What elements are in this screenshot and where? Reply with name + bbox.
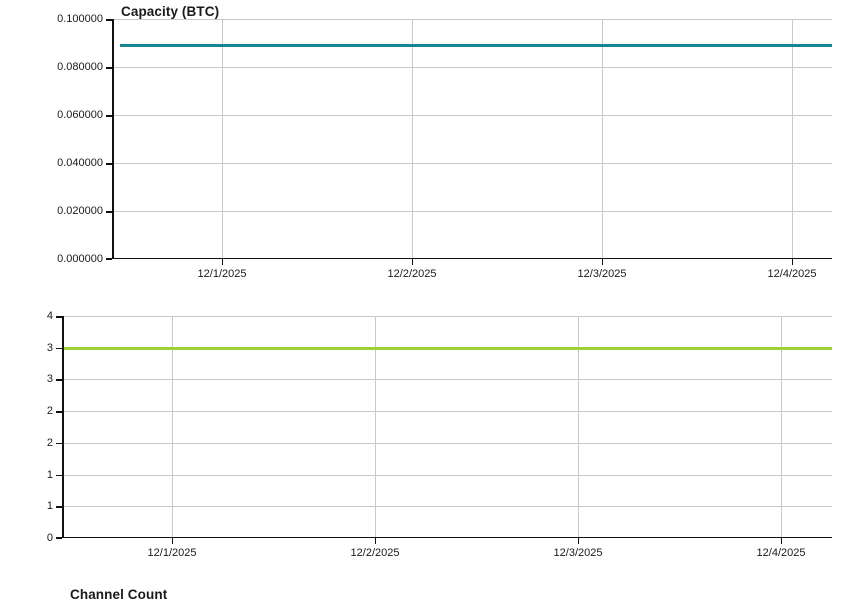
channel-ylabel-4: 2 (46, 436, 53, 449)
channel-count-plot-background (62, 316, 832, 538)
capacity-gridline-h-2 (112, 115, 832, 116)
channel-gridline-h-4 (62, 442, 832, 444)
channel-ylabel-3: 2 (46, 405, 53, 418)
channel-ytick-4 (56, 442, 62, 445)
capacity-plot-area: 0.100000 0.080000 0.060000 0.040000 0.02… (57, 13, 832, 280)
channel-gridline-v-0 (172, 316, 173, 538)
capacity-gridline-h-1 (112, 67, 832, 68)
channel-xtick-3 (781, 538, 782, 544)
capacity-ylabel-2: 0.060000 (57, 109, 103, 121)
channel-ytick-3 (56, 411, 62, 413)
channel-ytick-1 (56, 347, 62, 350)
capacity-chart-title: Capacity (BTC) (121, 4, 220, 19)
capacity-xlabel-3: 12/4/2025 (767, 268, 817, 280)
channel-xlabel-2: 12/3/2025 (553, 547, 603, 559)
channel-xlabel-3: 12/4/2025 (756, 547, 806, 559)
capacity-gridline-v-2 (602, 19, 603, 259)
capacity-gridline-h-3 (112, 163, 832, 164)
capacity-ytick-3 (106, 163, 112, 165)
channel-gridline-v-1 (375, 316, 376, 538)
capacity-ylabel-4: 0.020000 (57, 205, 103, 217)
capacity-x-axis (112, 257, 832, 259)
channel-ylabel-7: 0 (46, 532, 53, 544)
capacity-ytick-5 (106, 258, 112, 260)
capacity-plot-background (112, 19, 832, 259)
channel-gridline-h-3 (62, 411, 832, 413)
capacity-xlabel-1: 12/2/2025 (387, 268, 437, 280)
capacity-ylabel-0: 0.100000 (57, 13, 103, 25)
channel-ytick-0 (56, 316, 62, 318)
capacity-ytick-0 (106, 19, 112, 21)
channel-ytick-5 (56, 474, 62, 477)
channel-gridline-v-2 (578, 316, 579, 538)
channel-count-chart-panel: Channel Count 4 3 3 2 2 1 1 0 (0, 290, 860, 602)
capacity-ytick-2 (106, 115, 112, 117)
channel-xtick-2 (578, 538, 579, 544)
capacity-gridline-v-3 (792, 19, 793, 259)
channel-ytick-7 (56, 537, 62, 539)
channel-ytick-6 (56, 506, 62, 508)
capacity-xlabel-2: 12/3/2025 (577, 268, 627, 280)
channel-gridline-h-6 (62, 506, 832, 508)
capacity-xlabel-0: 12/1/2025 (197, 268, 247, 280)
channel-count-x-axis (62, 536, 832, 538)
capacity-gridline-v-0 (222, 19, 223, 259)
capacity-xtick-3 (792, 259, 793, 265)
capacity-chart-panel: Capacity (BTC) 0.100000 0.080000 0.06000… (0, 0, 860, 290)
capacity-ytick-4 (106, 211, 112, 213)
capacity-gridline-h-4 (112, 211, 832, 212)
capacity-xtick-0 (222, 259, 223, 265)
capacity-y-axis (112, 19, 114, 259)
capacity-series-line (120, 44, 832, 47)
capacity-ytick-1 (106, 67, 112, 69)
capacity-gridline-h-0 (112, 19, 832, 20)
capacity-ylabel-3: 0.040000 (57, 157, 103, 169)
channel-xlabel-1: 12/2/2025 (350, 547, 400, 559)
channel-count-series-line (64, 346, 832, 350)
channel-xtick-0 (172, 538, 173, 544)
capacity-ylabel-5: 0.000000 (57, 253, 103, 265)
channel-count-y-axis (62, 316, 64, 538)
channel-gridline-h-0 (62, 316, 832, 317)
channel-ylabel-6: 1 (46, 500, 53, 513)
channel-xlabel-0: 12/1/2025 (147, 547, 197, 559)
channel-ylabel-2: 3 (46, 373, 53, 386)
channel-ytick-2 (56, 379, 62, 381)
channel-gridline-h-5 (62, 474, 832, 476)
channel-count-chart-title: Channel Count (70, 587, 168, 602)
capacity-gridline-v-1 (412, 19, 413, 259)
channel-count-plot-area: 4 3 3 2 2 1 1 0 12/1/2025 12/2/2025 12/3… (47, 310, 832, 559)
channel-gridline-h-2 (62, 379, 832, 381)
capacity-xtick-2 (602, 259, 603, 265)
channel-xtick-1 (375, 538, 376, 544)
channel-ylabel-5: 1 (46, 468, 53, 481)
channel-ylabel-1: 3 (46, 341, 53, 354)
capacity-ylabel-1: 0.080000 (57, 61, 103, 73)
channel-gridline-v-3 (781, 316, 782, 538)
capacity-xtick-1 (412, 259, 413, 265)
channel-ylabel-0: 4 (46, 310, 53, 322)
